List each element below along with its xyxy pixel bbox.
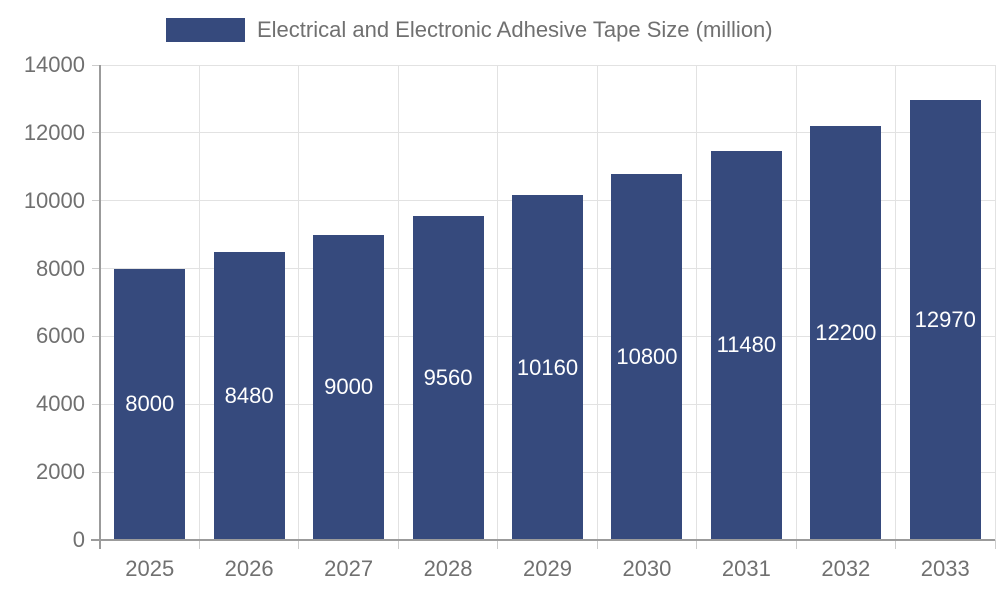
x-axis-tick — [994, 540, 996, 549]
x-axis-tick — [198, 540, 200, 549]
legend-label: Electrical and Electronic Adhesive Tape … — [257, 17, 773, 42]
x-axis-tick — [397, 540, 399, 549]
y-axis-tick — [92, 268, 100, 270]
y-tick-label: 4000 — [36, 391, 85, 417]
v-gridline — [994, 65, 996, 540]
v-gridline — [696, 65, 698, 540]
y-tick-label: 14000 — [23, 52, 85, 77]
bar-value-label: 11480 — [716, 332, 777, 358]
y-tick-label: 8000 — [36, 255, 85, 281]
y-tick-label: 2000 — [36, 459, 85, 485]
legend-swatch — [166, 18, 245, 42]
bar: 12200 — [810, 126, 882, 540]
y-axis-tick — [92, 132, 100, 134]
y-axis-line — [99, 65, 101, 549]
x-tick-label: 2033 — [920, 556, 970, 581]
bar: 12970 — [909, 99, 981, 540]
v-gridline — [895, 65, 897, 540]
bar: 10800 — [611, 173, 683, 540]
y-axis-labels: 0 2000 4000 6000 8000 10000 12000 14000 — [0, 52, 85, 552]
bar-value-label: 10160 — [516, 354, 579, 380]
v-gridline — [795, 65, 797, 540]
v-gridline — [497, 65, 499, 540]
bar: 9560 — [412, 215, 484, 540]
bar-value-label: 8480 — [224, 383, 274, 409]
bar: 8480 — [213, 252, 285, 540]
y-tick-label: 6000 — [36, 323, 85, 349]
y-axis-tick — [92, 335, 100, 337]
plot-area: 8000 8480 9000 9560 10160 10800 11480 12200 1297… — [91, 64, 996, 549]
h-gridline — [100, 64, 995, 66]
x-tick-label: 2027 — [324, 556, 374, 581]
y-axis-tick — [92, 64, 100, 66]
x-axis-tick — [795, 540, 797, 549]
bar-value-label: 9000 — [324, 374, 374, 400]
h-gridline — [100, 132, 995, 134]
y-axis-tick — [92, 471, 100, 473]
y-axis-tick — [92, 403, 100, 405]
v-gridline — [596, 65, 598, 540]
legend-item[interactable]: Electrical and Electronic Adhesive Tape … — [166, 17, 773, 43]
x-tick-label: 2026 — [224, 556, 274, 581]
x-axis-tick — [298, 540, 300, 549]
x-axis-tick — [497, 540, 499, 549]
bar-value-label: 9560 — [423, 364, 473, 390]
v-gridline — [198, 65, 200, 540]
bar-value-label: 12970 — [914, 306, 976, 332]
bar: 10160 — [512, 195, 583, 540]
bar-value-label: 10800 — [616, 343, 678, 369]
x-tick-label: 2031 — [721, 556, 771, 581]
x-tick-label: 2030 — [622, 556, 672, 581]
v-gridline — [298, 65, 300, 540]
bar: 9000 — [313, 234, 385, 540]
x-axis-tick — [895, 540, 897, 549]
x-axis-labels: 2025 2026 2027 2028 2029 2030 2031 2032 2033 — [100, 548, 995, 588]
bar: 11480 — [710, 150, 782, 540]
y-tick-label: 10000 — [23, 187, 85, 213]
bar-value-label: 8000 — [125, 391, 175, 417]
x-axis-tick — [596, 540, 598, 549]
y-tick-label: 12000 — [23, 119, 85, 145]
x-tick-label: 2025 — [125, 556, 175, 581]
x-axis-tick — [696, 540, 698, 549]
x-tick-label: 2028 — [423, 556, 473, 581]
x-axis-line — [91, 539, 995, 541]
v-gridline — [397, 65, 399, 540]
x-tick-label: 2032 — [821, 556, 871, 581]
x-tick-label: 2029 — [523, 556, 572, 581]
y-axis-tick — [92, 200, 100, 202]
bar-value-label: 12200 — [815, 320, 877, 346]
y-tick-label: 0 — [72, 527, 85, 552]
bar: 8000 — [114, 268, 186, 540]
